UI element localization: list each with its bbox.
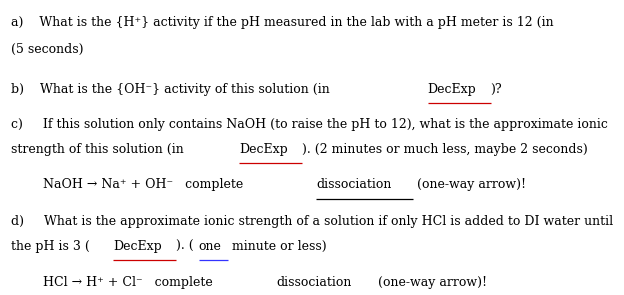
Text: b)    What is the {OH⁻} activity of this solution (in: b) What is the {OH⁻} activity of this so…	[11, 83, 334, 96]
Text: )?: )?	[490, 83, 502, 96]
Text: (one-way arrow)!: (one-way arrow)!	[374, 276, 487, 289]
Text: one: one	[199, 240, 222, 253]
Text: ). (2 minutes or much less, maybe 2 seconds): ). (2 minutes or much less, maybe 2 seco…	[302, 143, 588, 156]
Text: HCl → H⁺ + Cl⁻   complete: HCl → H⁺ + Cl⁻ complete	[11, 276, 217, 289]
Text: dissociation: dissociation	[276, 276, 352, 289]
Text: (5 seconds): (5 seconds)	[11, 43, 84, 56]
Text: strength of this solution (in: strength of this solution (in	[11, 143, 188, 156]
Text: DecExp: DecExp	[427, 83, 477, 96]
Text: dissociation: dissociation	[316, 178, 391, 191]
Text: DecExp: DecExp	[113, 240, 162, 253]
Text: c)     If this solution only contains NaOH (to raise the pH to 12), what is the : c) If this solution only contains NaOH (…	[11, 118, 608, 131]
Text: d)     What is the approximate ionic strength of a solution if only HCl is added: d) What is the approximate ionic strengt…	[11, 215, 613, 228]
Text: the pH is 3 (: the pH is 3 (	[11, 240, 90, 253]
Text: NaOH → Na⁺ + OH⁻   complete: NaOH → Na⁺ + OH⁻ complete	[11, 178, 248, 191]
Text: (one-way arrow)!: (one-way arrow)!	[413, 178, 527, 191]
Text: minute or less): minute or less)	[228, 240, 327, 253]
Text: DecExp: DecExp	[239, 143, 288, 156]
Text: ). (: ). (	[176, 240, 193, 253]
Text: a)    What is the {H⁺} activity if the pH measured in the lab with a pH meter is: a) What is the {H⁺} activity if the pH m…	[11, 16, 558, 29]
